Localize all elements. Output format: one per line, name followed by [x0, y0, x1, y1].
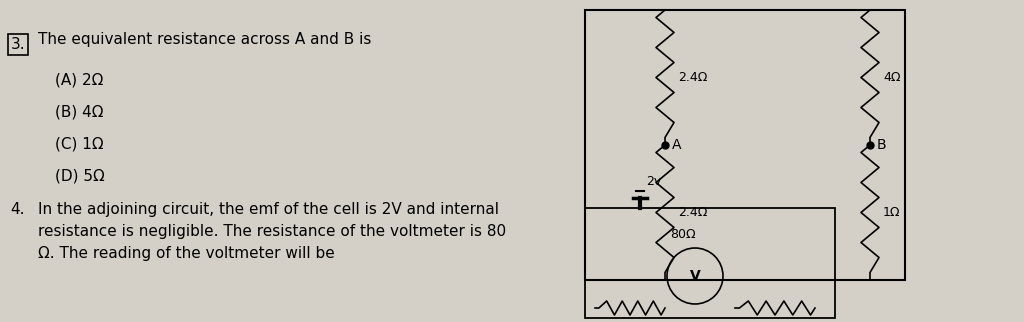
- Text: In the adjoining circuit, the emf of the cell is 2V and internal
resistance is n: In the adjoining circuit, the emf of the…: [38, 202, 506, 261]
- Text: 4.: 4.: [10, 202, 25, 217]
- Text: A: A: [672, 138, 682, 152]
- Text: (C) 1Ω: (C) 1Ω: [55, 136, 103, 151]
- Text: (A) 2Ω: (A) 2Ω: [55, 72, 103, 87]
- Text: (D) 5Ω: (D) 5Ω: [55, 168, 104, 183]
- Text: 2v: 2v: [646, 175, 662, 188]
- Text: 4Ω: 4Ω: [883, 71, 900, 84]
- Text: 3.: 3.: [10, 37, 26, 52]
- Bar: [585, 10, 905, 280]
- Text: The equivalent resistance across A and B is: The equivalent resistance across A and B…: [38, 32, 372, 47]
- Bar: [585, 208, 835, 318]
- Text: 80Ω: 80Ω: [670, 228, 695, 241]
- Text: 1Ω: 1Ω: [883, 206, 900, 219]
- Text: 2.4Ω: 2.4Ω: [678, 71, 708, 84]
- Text: 2.4Ω: 2.4Ω: [678, 206, 708, 219]
- Text: V: V: [689, 269, 700, 283]
- Text: B: B: [877, 138, 887, 152]
- Text: (B) 4Ω: (B) 4Ω: [55, 104, 103, 119]
